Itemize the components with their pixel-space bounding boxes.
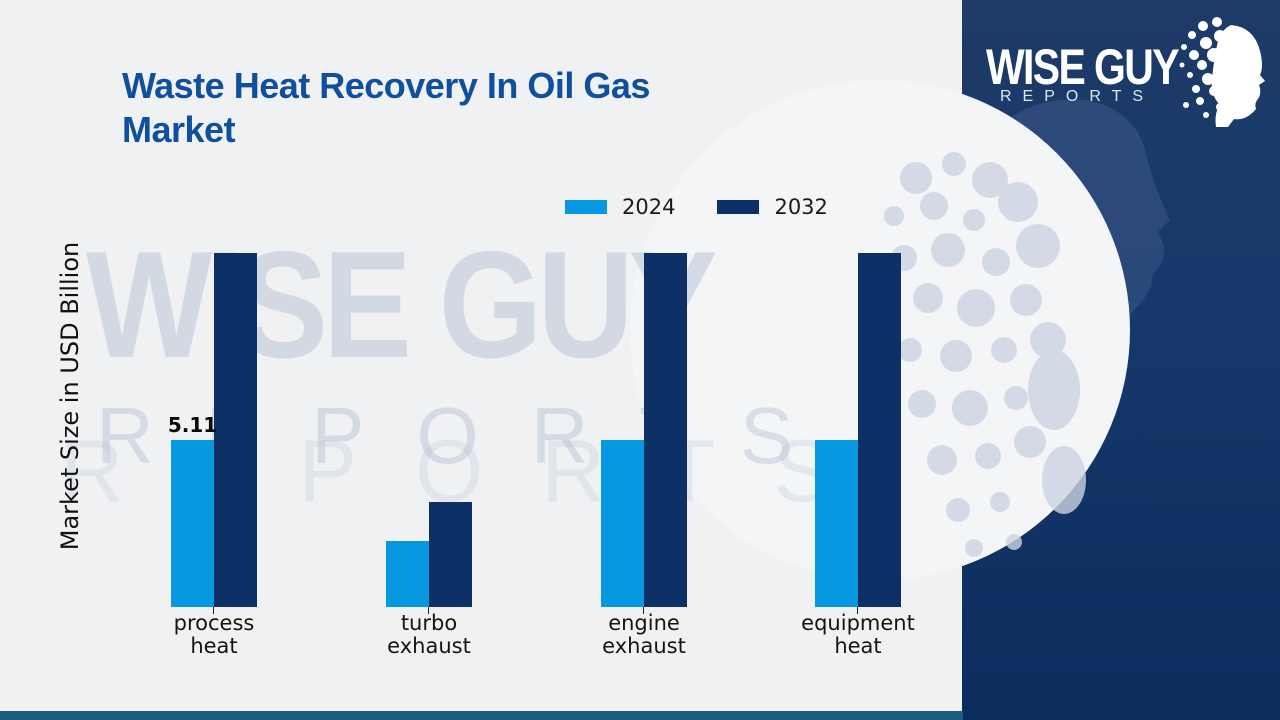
logo-head-icon <box>1179 17 1265 127</box>
x-axis-tick-engine-exhaust <box>643 607 644 614</box>
x-axis-tick-turbo-exhaust <box>428 607 429 614</box>
bar-2024-equipment-heat <box>815 440 858 607</box>
category-label-equipment-heat: equipment heat <box>801 611 915 658</box>
category-label-engine-exhaust: engine exhaust <box>602 611 686 658</box>
category-label-process-heat: process heat <box>173 611 255 658</box>
legend-item-2024: 2024 <box>565 195 675 219</box>
chart-title: Waste Heat Recovery In Oil Gas Market <box>122 65 650 151</box>
x-axis-tick-process-heat <box>213 607 214 614</box>
logo-wordmark: WISE GUY <box>986 39 1180 95</box>
y-axis-label: Market Size in USD Billion <box>56 241 84 551</box>
bar-2032-process-heat <box>214 253 257 607</box>
legend-swatch-2024 <box>565 200 607 214</box>
x-axis-tick-equipment-heat <box>857 607 858 614</box>
bar-2024-engine-exhaust <box>601 440 644 607</box>
bar-2024-turbo-exhaust <box>386 541 429 607</box>
bar-2032-equipment-heat <box>858 253 901 607</box>
bar-2032-turbo-exhaust <box>429 502 472 607</box>
watermark-wordmark: WISE GUY <box>86 220 718 390</box>
legend-label-2024: 2024 <box>622 195 676 219</box>
bar-2032-engine-exhaust <box>644 253 687 607</box>
logo-subtitle: REPORTS <box>1000 88 1155 105</box>
bar-value-label-2024: 5.11 <box>167 413 218 437</box>
legend-label-2032: 2032 <box>774 195 828 219</box>
bar-2024-process-heat <box>171 440 214 607</box>
legend-item-2032: 2032 <box>717 195 828 219</box>
chart-legend: 2024 2032 <box>565 195 870 219</box>
legend-swatch-2032 <box>717 200 760 214</box>
dotted-face-watermark <box>879 152 1086 557</box>
category-label-turbo-exhaust: turbo exhaust <box>387 611 471 658</box>
bottom-accent-bar <box>0 711 963 720</box>
